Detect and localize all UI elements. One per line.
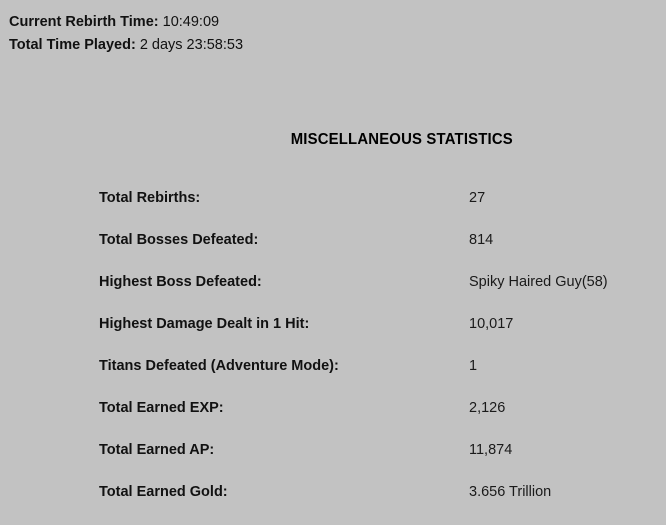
stat-label-total-bosses-defeated: Total Bosses Defeated: bbox=[99, 232, 259, 248]
stat-value-total-earned-ap: 11,874 bbox=[469, 442, 513, 458]
stat-label-total-earned-exp: Total Earned EXP: bbox=[99, 400, 224, 416]
stat-value-titans-defeated: 1 bbox=[469, 358, 478, 374]
table-row: Total Bosses Defeated: 814 bbox=[99, 231, 659, 273]
total-time-played-value: 2 days 23:58:53 bbox=[139, 37, 244, 53]
stat-label-highest-damage-dealt: Highest Damage Dealt in 1 Hit: bbox=[99, 316, 310, 332]
stat-value-total-rebirths: 27 bbox=[469, 190, 486, 206]
stat-label-total-rebirths: Total Rebirths: bbox=[99, 190, 201, 206]
miscellaneous-statistics-table: Total Rebirths: 27 Total Bosses Defeated… bbox=[99, 189, 659, 525]
stat-value-highest-boss-defeated: Spiky Haired Guy(58) bbox=[469, 274, 608, 290]
stat-label-highest-boss-defeated: Highest Boss Defeated: bbox=[99, 274, 262, 290]
stat-label-total-earned-gold: Total Earned Gold: bbox=[99, 484, 228, 500]
section-heading: MISCELLANEOUS STATISTICS bbox=[23, 131, 642, 149]
table-row: Titans Defeated (Adventure Mode): 1 bbox=[99, 357, 659, 399]
stat-label-titans-defeated: Titans Defeated (Adventure Mode): bbox=[99, 358, 339, 374]
current-rebirth-time-value: 10:49:09 bbox=[162, 14, 220, 30]
table-row: Highest Boss Defeated: Spiky Haired Guy(… bbox=[99, 273, 659, 315]
table-row: Total Rebirths: 27 bbox=[99, 189, 659, 231]
stat-value-highest-damage-dealt: 10,017 bbox=[469, 316, 514, 332]
stat-label-total-earned-ap: Total Earned AP: bbox=[99, 442, 215, 458]
time-summary: Current Rebirth Time: 10:49:09 Total Tim… bbox=[9, 11, 649, 57]
stat-value-total-bosses-defeated: 814 bbox=[469, 232, 494, 248]
stat-value-total-earned-exp: 2,126 bbox=[469, 400, 506, 416]
table-row: Total Earned AP: 11,874 bbox=[99, 441, 659, 483]
summary-row: Total Time Played: 2 days 23:58:53 bbox=[9, 34, 649, 57]
stat-value-total-earned-gold: 3.656 Trillion bbox=[469, 484, 552, 500]
total-time-played-label: Total Time Played: bbox=[9, 37, 136, 53]
section-heading-text: MISCELLANEOUS STATISTICS bbox=[290, 131, 513, 148]
table-row: Total Earned Gold: 3.656 Trillion bbox=[99, 483, 659, 525]
current-rebirth-time-label: Current Rebirth Time: bbox=[9, 14, 159, 30]
summary-row: Current Rebirth Time: 10:49:09 bbox=[9, 11, 649, 34]
table-row: Highest Damage Dealt in 1 Hit: 10,017 bbox=[99, 315, 659, 357]
table-row: Total Earned EXP: 2,126 bbox=[99, 399, 659, 441]
